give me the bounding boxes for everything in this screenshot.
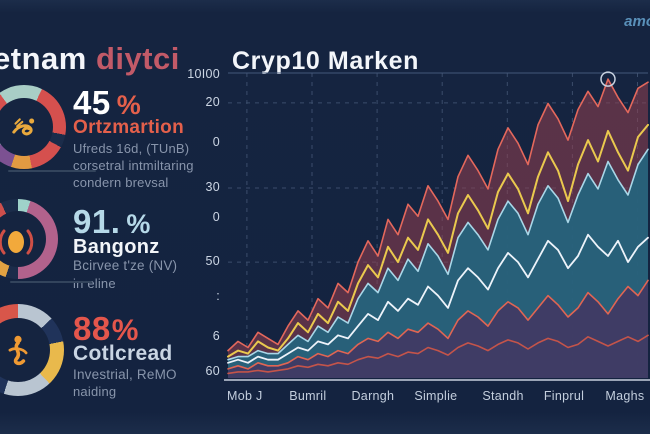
stat-label: Cotlcread — [73, 342, 173, 365]
y-axis-tick-label: 6 — [212, 329, 220, 344]
red-market-area-fill — [228, 79, 648, 378]
stat-desc-line: Investrial, ReMO — [73, 367, 177, 382]
y-axis-tick-label: 20 — [205, 94, 220, 109]
stat-desc-line: corsetral intmiltaring — [73, 158, 194, 173]
stat-desc-line: in eline — [73, 276, 116, 291]
stat-desc-line: Bcirvee t'ze (NV) — [73, 258, 178, 273]
page-title-accent: diytci — [95, 40, 180, 76]
x-axis-tick-label: Finprul — [543, 389, 585, 403]
y-axis: 10I00 20 0 30 0 50: 6 60 — [140, 0, 220, 434]
stat-block-orientation: 45% Ortzmartion Ufreds 16d, (TUnB) corse… — [0, 84, 225, 194]
red-market-area — [227, 78, 649, 352]
y-axis-tick-label: 30 — [205, 179, 220, 194]
percent-sign: % — [111, 314, 139, 347]
stat-label: Ortzmartion — [73, 117, 184, 138]
stat-label: Bangonz — [73, 236, 160, 258]
x-axis-tick-label: Darngh — [351, 389, 395, 403]
dragon-illustration-icon — [12, 118, 35, 136]
teal-market-area-fill — [228, 149, 648, 378]
stat-desc-line: Ufreds 16d, (TUnB) — [73, 141, 190, 156]
donut-chart-2 — [0, 199, 58, 279]
page-title: etnam diytci — [0, 41, 180, 77]
y-axis-tick-label: 50 — [205, 254, 220, 269]
percent-sign: % — [126, 209, 151, 239]
page-title-white: etnam — [0, 40, 87, 76]
teal-market-area — [227, 148, 649, 361]
x-axis-tick-label: Bumril — [289, 389, 327, 403]
stat-desc-line: naiding — [73, 384, 117, 399]
lower-band-upper-line-fill — [228, 280, 648, 378]
section-divider — [10, 281, 92, 283]
stat-value: 91.% — [73, 203, 151, 240]
stat-block-cotlcread: 88% Cotlcread Investrial, ReMO naiding — [0, 310, 225, 410]
dancer-illustration-icon — [8, 335, 28, 366]
x-axis-tick-label: Standh — [482, 389, 524, 403]
stat-value: 45% — [73, 84, 142, 121]
x-axis-tick-label: Simplie — [414, 389, 458, 403]
stat-value: 88% — [73, 310, 139, 347]
lower-band-upper-line — [227, 279, 649, 370]
y-axis-tick-label: : — [216, 288, 220, 303]
yellow-line — [227, 123, 649, 358]
y-axis-tick-label: 10I00 — [187, 67, 220, 82]
peak-marker — [600, 71, 616, 87]
stat-desc-line: condern brevsal — [73, 175, 169, 190]
percent-sign: % — [116, 90, 142, 120]
watermark-logo: amo — [624, 13, 650, 30]
y-axis-tick-label: 60 — [205, 363, 220, 378]
y-axis-tick-label: 0 — [212, 209, 220, 224]
x-axis-tick-label: Maghs — [605, 389, 645, 403]
lower-band-lower-line — [227, 334, 649, 375]
x-axis-tick-label: Mob J — [227, 389, 263, 403]
y-axis-tick-label: 0 — [212, 135, 220, 150]
chart-title: Cryp10 Marken — [232, 46, 420, 75]
stat-block-bangonz: 91.% Bangonz Bcirvee t'ze (NV) in eline — [0, 203, 225, 298]
section-divider — [8, 170, 96, 172]
lantern-illustration-icon — [0, 229, 34, 255]
white-line — [227, 233, 649, 364]
